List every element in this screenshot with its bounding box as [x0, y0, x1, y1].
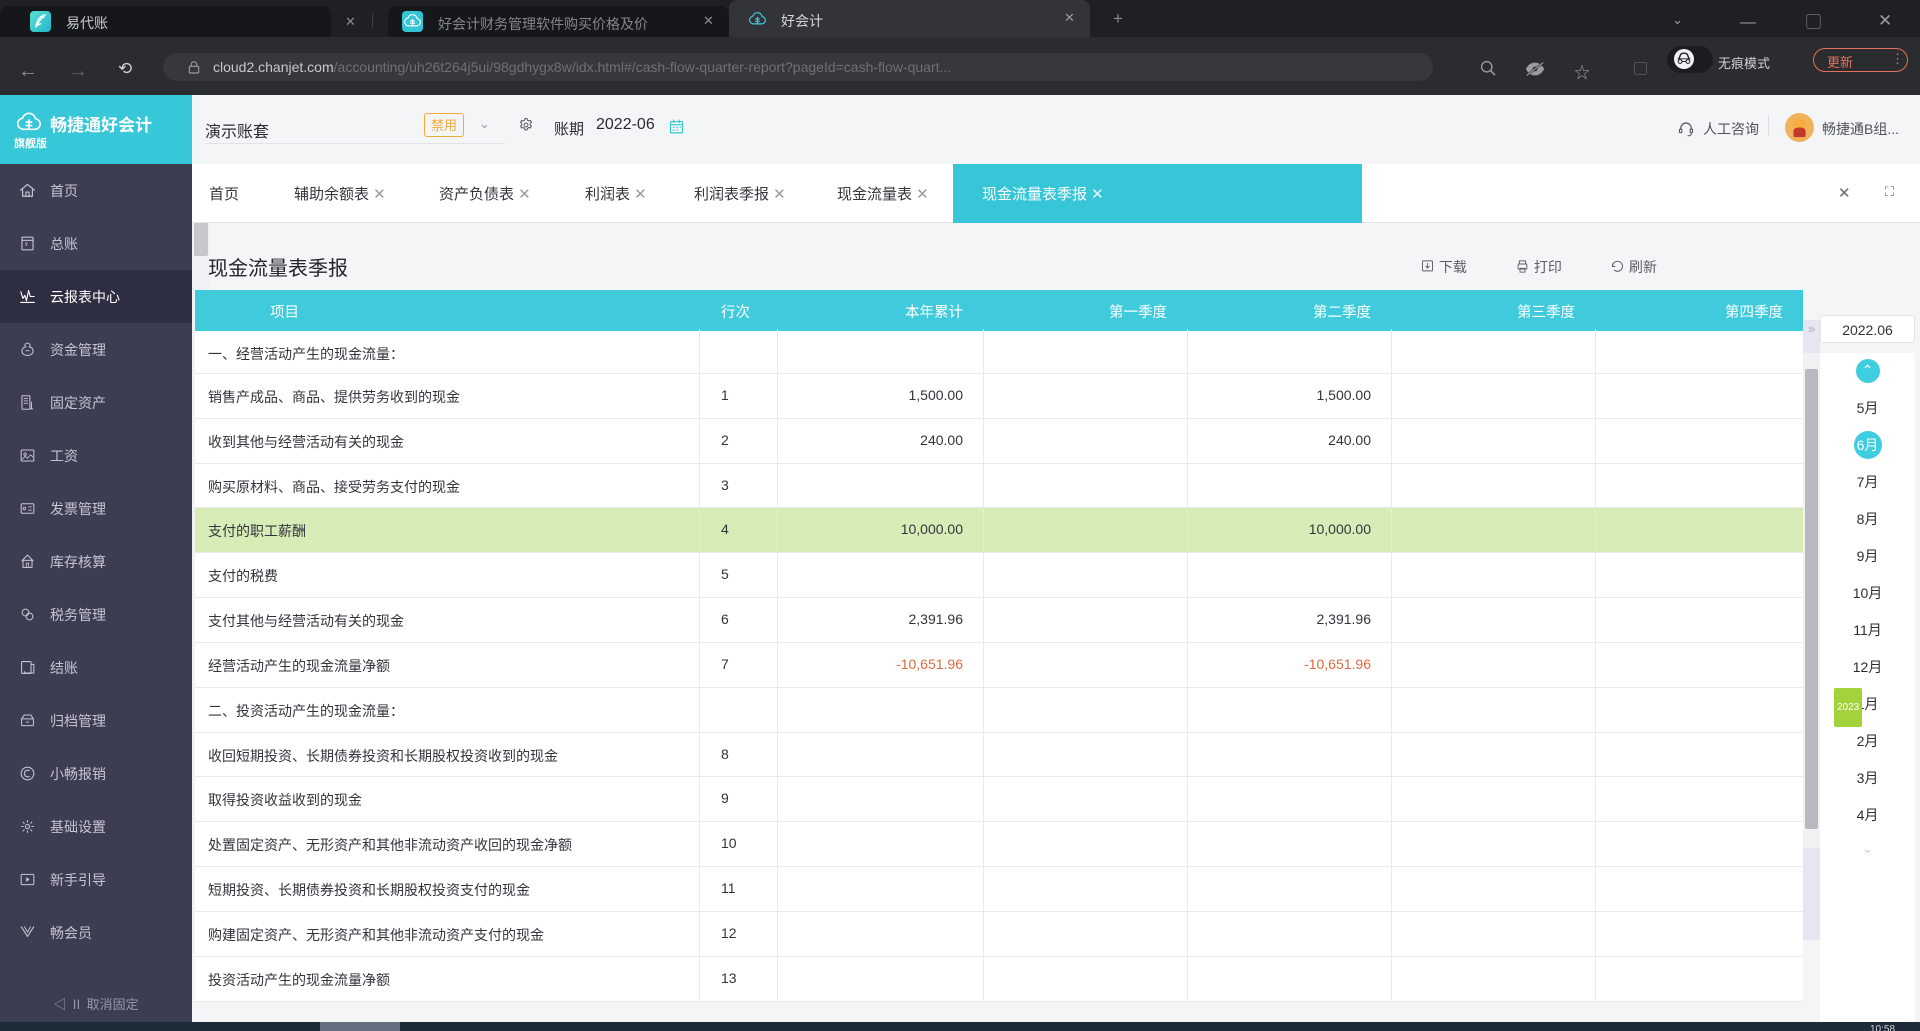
svg-text:¥: ¥ [25, 242, 29, 248]
